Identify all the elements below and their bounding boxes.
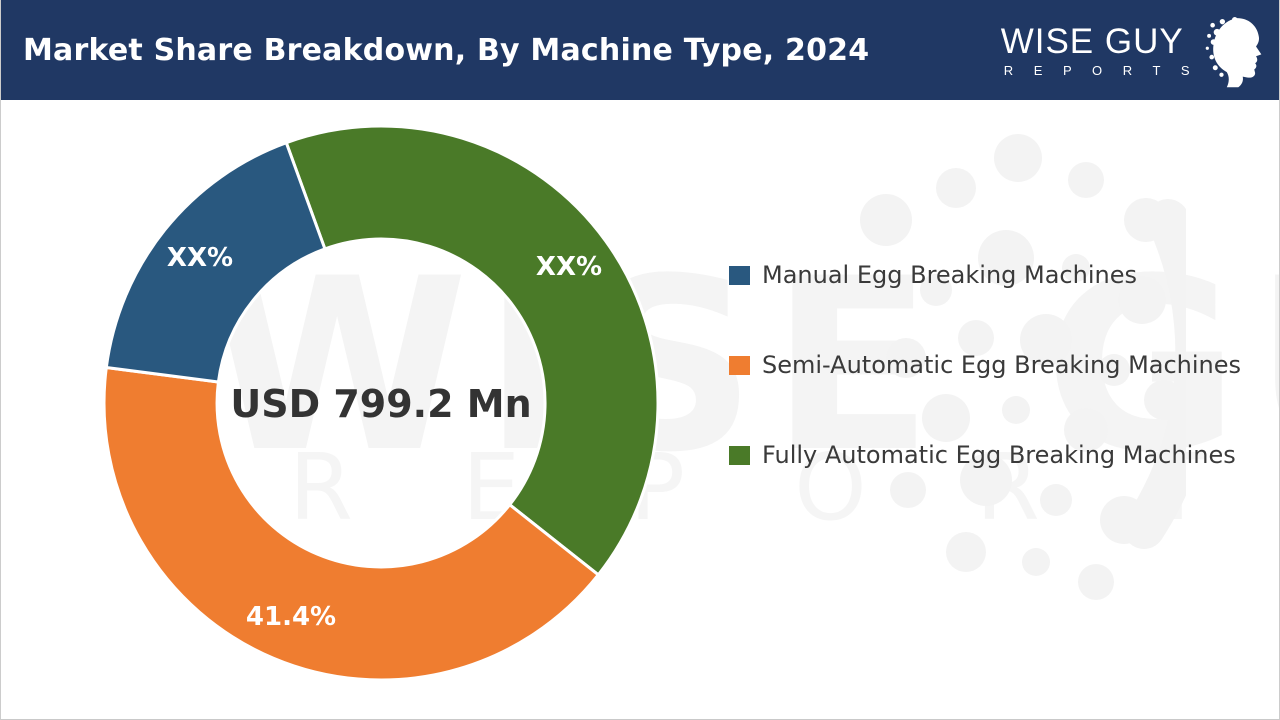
legend-item-manual: Manual Egg Breaking Machines bbox=[729, 261, 1241, 289]
logo-face-icon bbox=[1205, 17, 1262, 88]
page-title: Market Share Breakdown, By Machine Type,… bbox=[23, 32, 870, 68]
legend-swatch-orange bbox=[729, 355, 750, 375]
legend-label: Fully Automatic Egg Breaking Machines bbox=[762, 441, 1236, 469]
wiseguy-logo: WISE GUY R E P O R T S bbox=[1001, 4, 1264, 96]
logo-wordmark: WISE GUY bbox=[1000, 21, 1184, 61]
legend-label: Manual Egg Breaking Machines bbox=[762, 261, 1137, 289]
slice-label-2: 41.4% bbox=[245, 602, 337, 632]
slice-label-1: XX% bbox=[535, 252, 603, 282]
legend-swatch-green bbox=[729, 445, 750, 465]
chart-center-value: USD 799.2 Mn bbox=[230, 382, 532, 426]
watermark-face-dots bbox=[860, 134, 1186, 600]
header-bar: Market Share Breakdown, By Machine Type,… bbox=[1, 0, 1279, 100]
chart-legend: Manual Egg Breaking Machines Semi-Automa… bbox=[729, 261, 1242, 532]
logo-subtitle: R E P O R T S bbox=[1003, 62, 1198, 78]
legend-label: Semi-Automatic Egg Breaking Machines bbox=[762, 351, 1242, 379]
slice-label-3: XX% bbox=[166, 243, 234, 273]
logo-text: WISE GUY R E P O R T S bbox=[1001, 24, 1198, 77]
legend-item-fully-automatic: Fully Automatic Egg Breaking Machines bbox=[729, 441, 1241, 469]
legend-swatch-blue bbox=[729, 265, 750, 285]
legend-item-semi-automatic: Semi-Automatic Egg Breaking Machines bbox=[729, 351, 1242, 379]
